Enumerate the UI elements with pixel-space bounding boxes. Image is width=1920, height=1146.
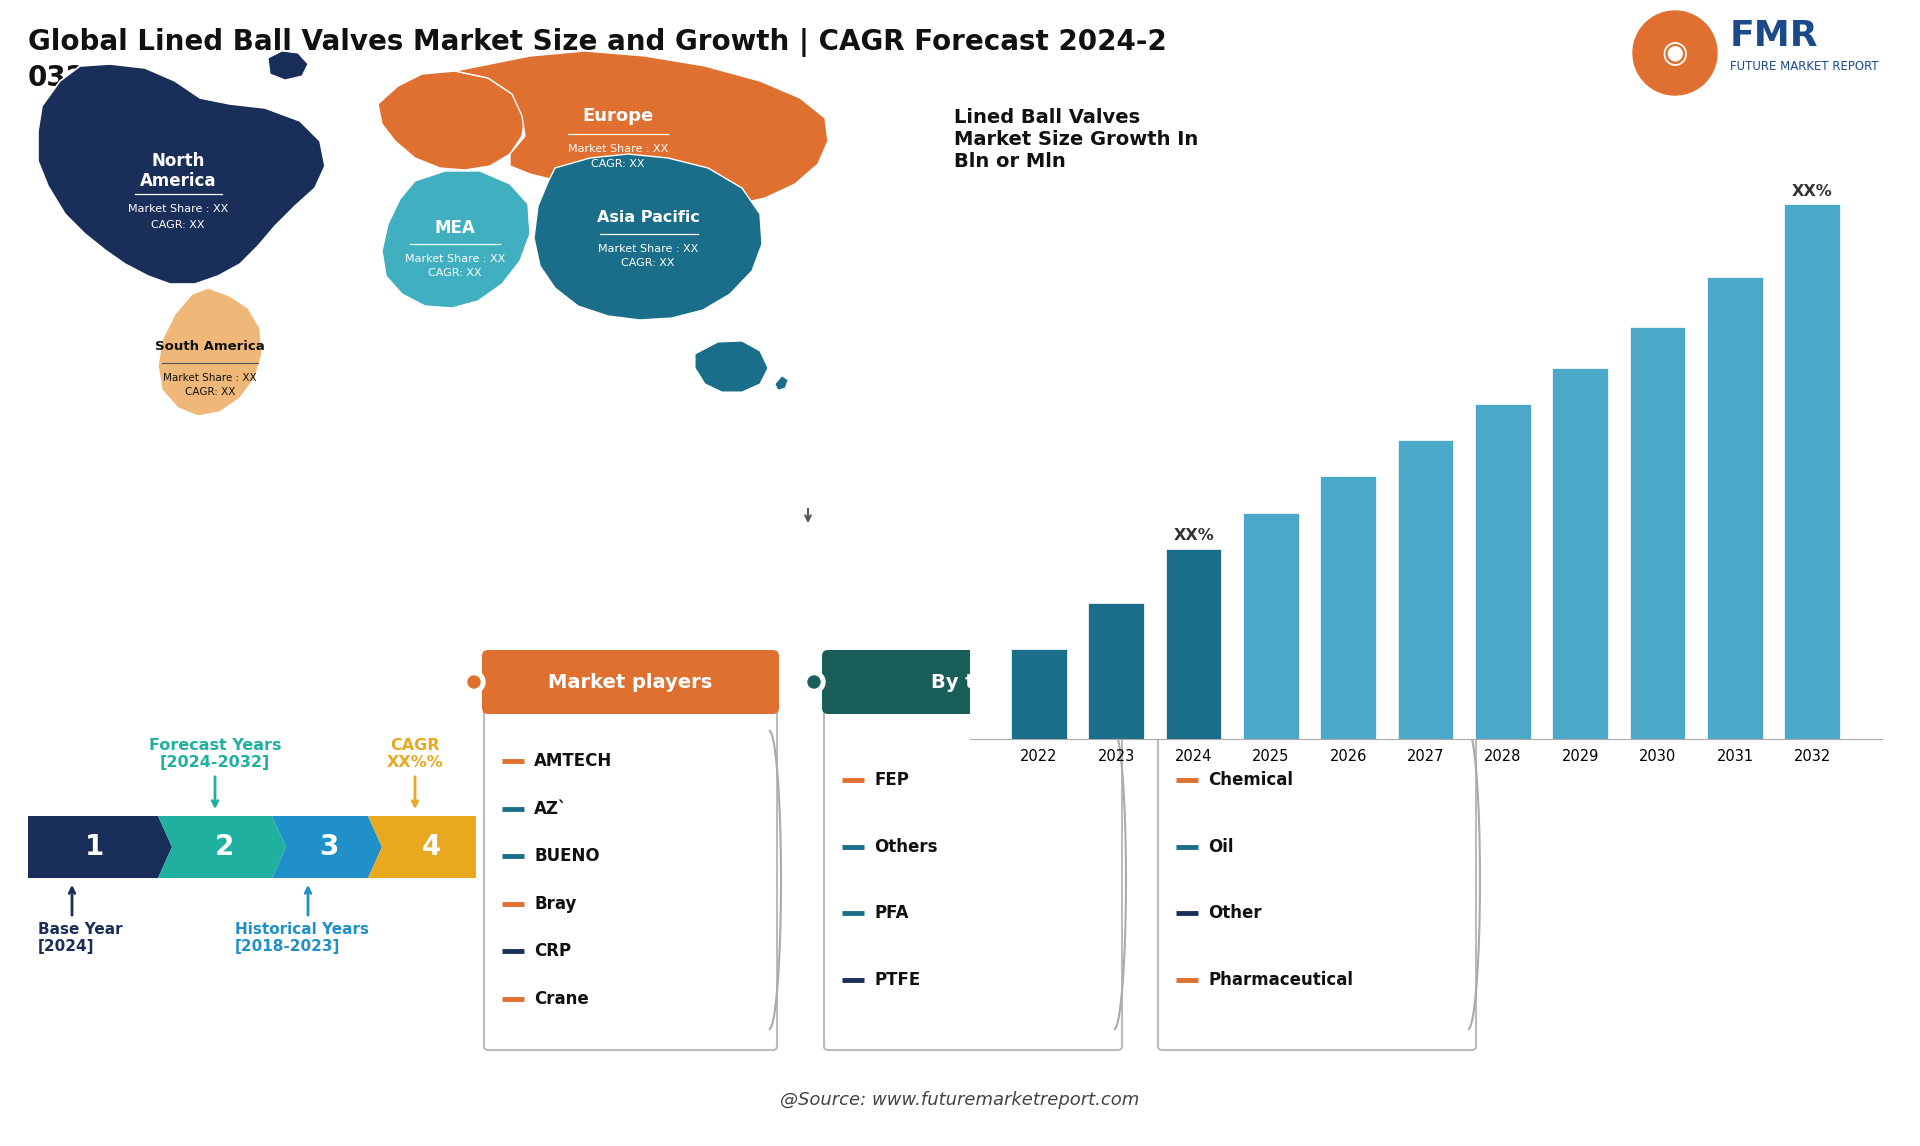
Text: CAGR: XX: CAGR: XX xyxy=(622,258,674,268)
Text: CAGR: XX: CAGR: XX xyxy=(591,159,645,168)
Bar xyxy=(1089,603,1144,739)
Text: 1: 1 xyxy=(84,833,104,861)
FancyBboxPatch shape xyxy=(482,650,780,714)
Polygon shape xyxy=(695,342,768,392)
Text: 3: 3 xyxy=(319,833,338,861)
Text: Historical Years
[2018-2023]: Historical Years [2018-2023] xyxy=(234,923,369,955)
FancyBboxPatch shape xyxy=(484,711,778,1050)
Text: Market Share : XX: Market Share : XX xyxy=(405,254,505,264)
FancyBboxPatch shape xyxy=(1156,650,1478,714)
Text: Bray: Bray xyxy=(534,895,576,912)
Text: FMR: FMR xyxy=(1730,19,1818,53)
Text: FEP: FEP xyxy=(874,771,908,790)
Text: Market Share : XX: Market Share : XX xyxy=(568,144,668,154)
Polygon shape xyxy=(382,171,530,308)
Circle shape xyxy=(1142,676,1154,688)
Circle shape xyxy=(463,672,486,693)
Text: CAGR: XX: CAGR: XX xyxy=(184,387,234,397)
Bar xyxy=(1707,277,1763,739)
Text: Lined Ball Valves
Market Size Growth In
Bln or Mln: Lined Ball Valves Market Size Growth In … xyxy=(954,108,1198,171)
Polygon shape xyxy=(38,64,324,284)
Text: CAGR
XX%%: CAGR XX%% xyxy=(386,738,444,770)
Text: CAGR: XX: CAGR: XX xyxy=(152,220,205,230)
Text: Others: Others xyxy=(874,838,937,856)
Bar xyxy=(1553,368,1609,739)
FancyBboxPatch shape xyxy=(822,650,1123,714)
Circle shape xyxy=(1634,11,1716,95)
Bar xyxy=(1242,512,1298,739)
Text: PTFE: PTFE xyxy=(874,971,920,989)
Text: 2: 2 xyxy=(215,833,234,861)
Polygon shape xyxy=(455,52,828,209)
Text: Global Lined Ball Valves Market Size and Growth | CAGR Forecast 2024-2
032: Global Lined Ball Valves Market Size and… xyxy=(29,28,1167,92)
Polygon shape xyxy=(776,376,787,390)
Text: Market Share : XX: Market Share : XX xyxy=(163,372,257,383)
Polygon shape xyxy=(269,52,307,80)
Bar xyxy=(1321,477,1377,739)
Text: Crane: Crane xyxy=(534,990,589,1007)
Text: North
America: North America xyxy=(140,151,217,190)
Text: Oil: Oil xyxy=(1208,838,1233,856)
Polygon shape xyxy=(157,288,261,416)
Text: AMTECH: AMTECH xyxy=(534,753,612,770)
Bar xyxy=(1398,440,1453,739)
Circle shape xyxy=(468,676,480,688)
Text: Market Share : XX: Market Share : XX xyxy=(597,244,699,254)
Text: CAGR: XX: CAGR: XX xyxy=(428,268,482,278)
FancyBboxPatch shape xyxy=(1158,711,1476,1050)
Text: Other: Other xyxy=(1208,904,1261,923)
Text: Asia Pacific: Asia Pacific xyxy=(597,211,699,226)
Text: CRP: CRP xyxy=(534,942,570,960)
Text: By type: By type xyxy=(931,673,1016,691)
Text: ◉: ◉ xyxy=(1661,39,1688,68)
Bar xyxy=(1012,649,1068,739)
Bar xyxy=(1630,327,1686,739)
Text: PFA: PFA xyxy=(874,904,908,923)
Text: South America: South America xyxy=(156,339,265,353)
Polygon shape xyxy=(29,816,173,878)
Text: XX%: XX% xyxy=(1791,183,1834,199)
Text: Base Year
[2024]: Base Year [2024] xyxy=(38,923,123,955)
Text: Market Share : XX: Market Share : XX xyxy=(129,204,228,214)
Text: Forecast Years
[2024-2032]: Forecast Years [2024-2032] xyxy=(148,738,280,770)
Polygon shape xyxy=(369,816,476,878)
Polygon shape xyxy=(157,816,286,878)
Text: 4: 4 xyxy=(420,833,442,861)
Text: XX%: XX% xyxy=(1173,528,1213,543)
Bar xyxy=(1784,204,1839,739)
Circle shape xyxy=(1137,672,1160,693)
Text: Pharmaceutical: Pharmaceutical xyxy=(1208,971,1354,989)
Text: By application: By application xyxy=(1238,673,1396,691)
Polygon shape xyxy=(273,816,382,878)
Text: Market players: Market players xyxy=(549,673,712,691)
FancyBboxPatch shape xyxy=(824,711,1121,1050)
Bar xyxy=(1475,403,1530,739)
Circle shape xyxy=(803,672,826,693)
Polygon shape xyxy=(534,154,762,320)
Text: MEA: MEA xyxy=(434,219,476,237)
Bar xyxy=(1165,549,1221,739)
Text: @Source: www.futuremarketreport.com: @Source: www.futuremarketreport.com xyxy=(780,1091,1140,1109)
Circle shape xyxy=(808,676,820,688)
Text: Europe: Europe xyxy=(582,107,653,125)
Polygon shape xyxy=(378,71,524,170)
Text: BUENO: BUENO xyxy=(534,847,599,865)
Text: Chemical: Chemical xyxy=(1208,771,1292,790)
Text: FUTURE MARKET REPORT: FUTURE MARKET REPORT xyxy=(1730,60,1878,72)
Text: AZ`: AZ` xyxy=(534,800,568,818)
